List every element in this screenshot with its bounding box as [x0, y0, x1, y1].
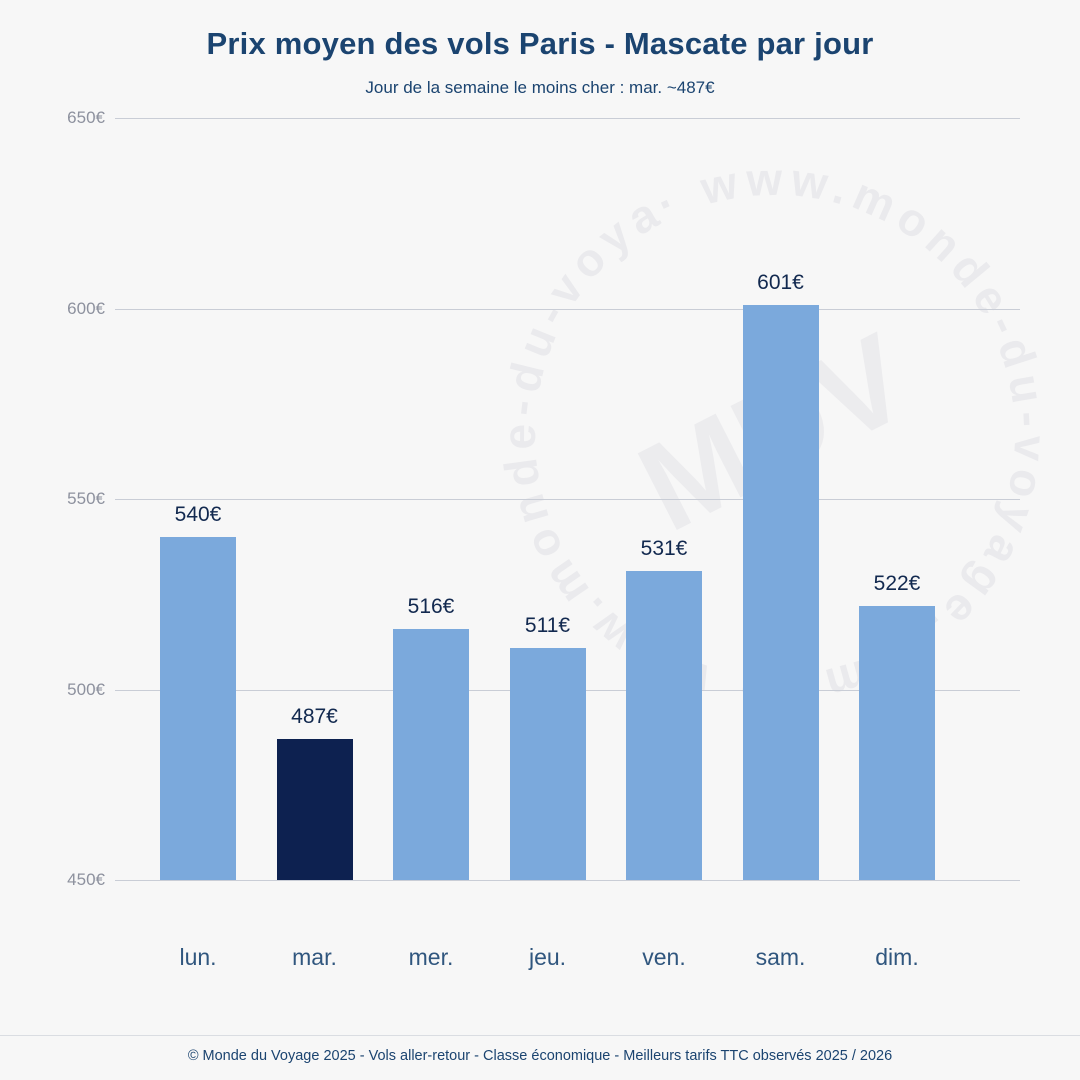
bar-sam: [742, 304, 819, 880]
y-tick-label: 600€: [67, 298, 105, 318]
x-tick-label: mar.: [292, 944, 337, 970]
x-tick-label: lun.: [179, 944, 217, 970]
y-tick-label: 650€: [67, 108, 105, 127]
y-tick-label: 550€: [67, 489, 105, 508]
bar-lun: [160, 537, 236, 880]
x-tick-label: sam.: [755, 944, 806, 970]
bar-value-label: 522€: [873, 571, 921, 595]
footer-divider: [0, 1035, 1080, 1036]
gridline: [115, 118, 1020, 119]
bar-dim: [859, 605, 935, 880]
bar-ven: [626, 571, 702, 880]
bar-mer: [393, 628, 469, 880]
bar-value-label: 487€: [291, 705, 338, 729]
bar-value-label: 601€: [757, 270, 804, 294]
y-tick-label: 450€: [67, 870, 105, 889]
y-tick-label: 500€: [67, 679, 105, 699]
x-tick-label: ven.: [642, 944, 686, 970]
gridline: [115, 499, 1020, 500]
gridline: [115, 308, 1020, 310]
bar-value-label: 516€: [407, 594, 455, 618]
footer-text: © Monde du Voyage 2025 - Vols aller-reto…: [187, 1048, 893, 1064]
bar-jeu: [509, 647, 586, 880]
bar-value-label: 511€: [524, 613, 571, 637]
gridline: [115, 880, 1020, 881]
x-tick-label: mer.: [408, 944, 454, 970]
x-tick-label: dim.: [875, 944, 919, 970]
chart-subtitle: Jour de la semaine le moins cher : mar. …: [365, 78, 715, 97]
plot-area: 540€ 487€ 516€ 511€ 531€ 601€ 522€: [115, 118, 1020, 881]
bar-mar: [276, 739, 353, 880]
bar-value-label: 540€: [174, 503, 222, 527]
x-tick-label: jeu.: [528, 944, 567, 970]
chart-title: Prix moyen des vols Paris - Mascate par …: [206, 26, 874, 61]
bar-value-label: 531€: [640, 537, 688, 561]
